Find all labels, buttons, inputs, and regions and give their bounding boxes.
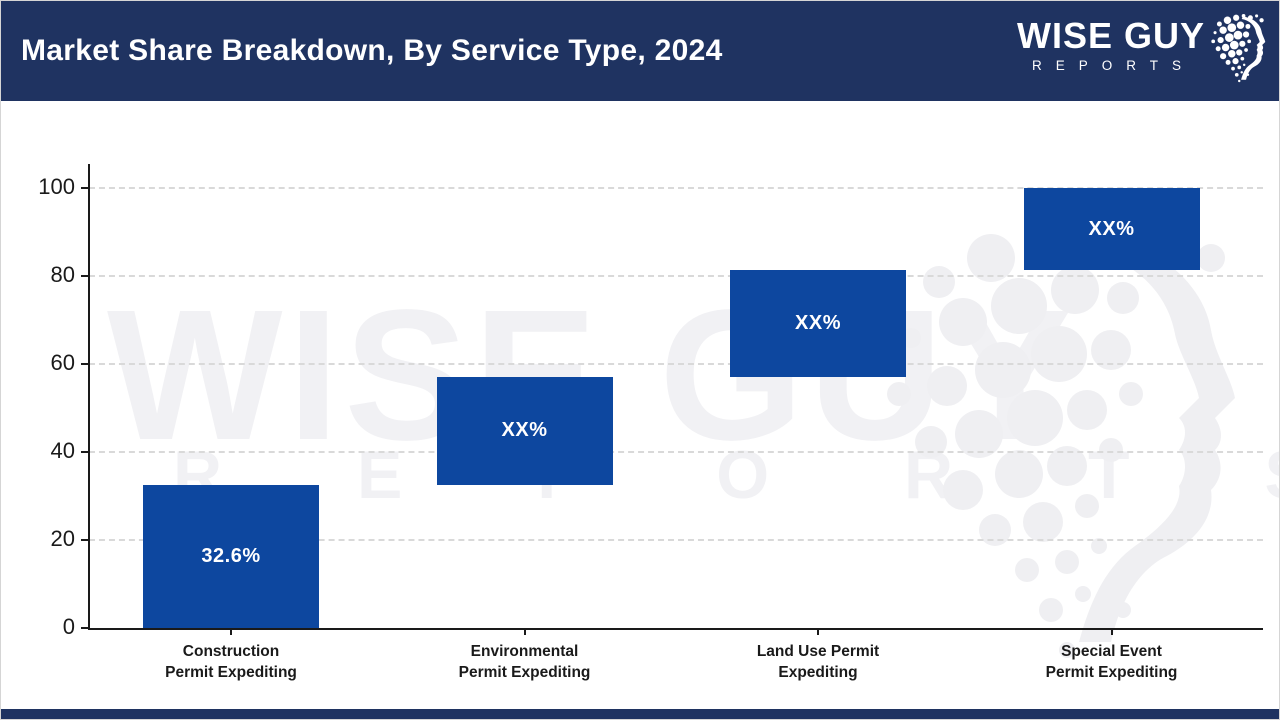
x-axis-category-line: Expediting — [778, 664, 858, 681]
y-axis-tick-label: 60 — [50, 350, 75, 375]
x-axis-category-label: Land Use Permit Expediting — [672, 641, 964, 683]
bar-land-use-permit-expediting: XX% — [730, 270, 906, 378]
y-axis-tick — [81, 451, 89, 453]
x-axis-category-label: Construction Permit Expediting — [85, 641, 377, 683]
x-axis-category-line: Permit Expediting — [1045, 664, 1178, 681]
logo-reports-text: REPORTS — [1031, 58, 1195, 73]
page-title: Market Share Breakdown, By Service Type,… — [21, 34, 723, 67]
y-axis-tick — [81, 627, 89, 629]
gridline — [89, 363, 1263, 365]
x-axis-category-label: Environmental Permit Expediting — [379, 641, 671, 683]
x-axis-tick — [817, 628, 819, 635]
bar-value-label: XX% — [1088, 217, 1135, 240]
x-axis-category-label: Special Event Permit Expediting — [966, 641, 1258, 683]
y-axis-tick-label: 40 — [50, 438, 75, 463]
bar-environmental-permit-expediting: XX% — [436, 377, 613, 485]
x-axis-line — [88, 628, 1263, 630]
x-axis-category-line: Special Event — [1061, 643, 1162, 660]
y-axis-tick — [81, 275, 89, 277]
bar-special-event-permit-expediting: XX% — [1023, 188, 1200, 271]
y-axis-tick-label: 100 — [38, 174, 75, 199]
logo-face-icon — [1211, 14, 1266, 83]
x-axis-category-line: Permit Expediting — [165, 664, 297, 681]
logo-wordmark-block: WISE GUY REPORTS — [1017, 18, 1205, 73]
x-axis-category-line: Land Use Permit — [756, 643, 880, 660]
header-bar: Market Share Breakdown, By Service Type,… — [1, 1, 1279, 101]
x-axis-tick — [523, 628, 526, 635]
bar-value-label: XX% — [501, 419, 548, 442]
bar-value-label: XX% — [795, 312, 841, 335]
bar-construction-permit-expediting: 32.6% — [143, 484, 319, 628]
y-axis-tick-label: 80 — [50, 262, 75, 287]
bar-value-label: 32.6% — [201, 544, 261, 567]
footer-accent-bar — [1, 709, 1279, 719]
y-axis-tick — [81, 363, 89, 365]
gridline — [89, 187, 1263, 189]
gridline — [89, 275, 1263, 277]
gridline — [89, 451, 1263, 453]
x-axis-tick — [230, 628, 232, 635]
y-axis-tick-label: 20 — [50, 526, 75, 551]
brand-logo: WISE GUY REPORTS — [1017, 12, 1269, 88]
x-axis-category-line: Construction — [182, 643, 280, 660]
y-axis-tick-label: 0 — [62, 614, 75, 639]
y-axis-tick — [81, 539, 89, 541]
y-axis-line — [88, 164, 90, 630]
gridline — [89, 539, 1263, 541]
x-axis-category-line: Permit Expediting — [458, 664, 591, 681]
logo-wordmark: WISE GUY — [1016, 15, 1205, 56]
y-axis-tick — [81, 187, 89, 189]
x-axis-tick — [1110, 628, 1113, 635]
x-axis-category-line: Environmental — [470, 643, 579, 660]
